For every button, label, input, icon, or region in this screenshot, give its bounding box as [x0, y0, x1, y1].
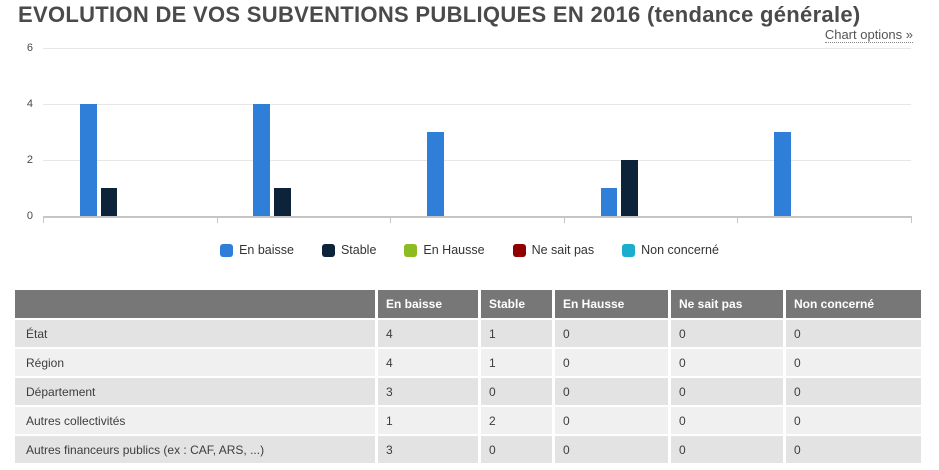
gridline: [43, 160, 911, 161]
cell-value: 0: [783, 405, 921, 434]
cell-value: 2: [478, 405, 552, 434]
bar[interactable]: [774, 132, 791, 216]
legend-item[interactable]: Ne sait pas: [512, 243, 595, 257]
cell-value: 1: [375, 405, 478, 434]
row-label: Autres collectivités: [15, 405, 375, 434]
table-row: Autres financeurs publics (ex : CAF, ARS…: [15, 434, 921, 463]
x-axis-tick: [737, 216, 739, 223]
cell-value: 4: [375, 318, 478, 347]
row-label: Département: [15, 376, 375, 405]
legend-label: Non concerné: [641, 243, 719, 257]
legend-item[interactable]: Stable: [321, 243, 377, 257]
gridline: [43, 48, 911, 49]
chart-legend: En baisse Stable En Hausse Ne sait pas Non c…: [0, 243, 939, 257]
cell-value: 3: [375, 376, 478, 405]
legend-label: En baisse: [239, 243, 294, 257]
legend-label: Ne sait pas: [531, 243, 595, 257]
column-header: Non concerné: [783, 290, 921, 318]
legend-marker-icon: [404, 243, 418, 257]
x-axis-line: [43, 216, 911, 218]
chart-options-link[interactable]: Chart options »: [824, 27, 913, 43]
cell-value: 1: [478, 318, 552, 347]
row-label: Autres financeurs publics (ex : CAF, ARS…: [15, 434, 375, 463]
cell-value: 0: [668, 347, 783, 376]
gridline: [43, 104, 911, 105]
legend-label: Stable: [340, 243, 377, 257]
legend-label: En Hausse: [423, 243, 485, 257]
row-label: Région: [15, 347, 375, 376]
cell-value: 0: [783, 434, 921, 463]
legend-marker-icon: [321, 243, 335, 257]
column-header: En Hausse: [552, 290, 668, 318]
bar[interactable]: [621, 160, 639, 216]
cell-value: 1: [478, 347, 552, 376]
grouped-bar-chart: 0 2 4 6: [0, 40, 939, 232]
x-axis-tick: [390, 216, 392, 223]
bar[interactable]: [426, 132, 444, 216]
cell-value: 0: [552, 405, 668, 434]
column-header: Ne sait pas: [668, 290, 783, 318]
cell-value: 0: [668, 434, 783, 463]
cell-value: 3: [375, 434, 478, 463]
table-row: Autres collectivités 1 2 0 0 0: [15, 405, 921, 434]
x-axis-tick: [43, 216, 44, 223]
cell-value: 0: [783, 347, 921, 376]
column-header: En baisse: [375, 290, 478, 318]
y-axis-tick-label: 0: [26, 210, 33, 222]
bar[interactable]: [274, 188, 291, 216]
cell-value: 0: [552, 318, 668, 347]
cell-value: 0: [552, 376, 668, 405]
cell-value: 0: [478, 376, 552, 405]
x-axis-tick: [911, 216, 912, 223]
legend-marker-icon: [622, 243, 636, 257]
chart-title: EVOLUTION DE VOS SUBVENTIONS PUBLIQUES E…: [18, 2, 861, 27]
x-axis-tick: [563, 216, 565, 223]
results-table: En baisse Stable En Hausse Ne sait pas Non c…: [15, 290, 921, 463]
cell-value: 4: [375, 347, 478, 376]
cell-value: 0: [668, 376, 783, 405]
legend-marker-icon: [220, 243, 234, 257]
legend-item[interactable]: En Hausse: [404, 243, 485, 257]
y-axis-tick-label: 2: [26, 154, 33, 166]
legend-marker-icon: [512, 243, 526, 257]
row-label: État: [15, 318, 375, 347]
cell-value: 0: [668, 318, 783, 347]
table-row: Région 4 1 0 0 0: [15, 347, 921, 376]
bar[interactable]: [600, 188, 618, 216]
cell-value: 0: [783, 318, 921, 347]
legend-item[interactable]: Non concerné: [622, 243, 719, 257]
column-header: [15, 290, 375, 318]
column-header: Stable: [478, 290, 552, 318]
table-row: Département 3 0 0 0 0: [15, 376, 921, 405]
cell-value: 0: [552, 347, 668, 376]
y-axis-tick-label: 4: [26, 98, 33, 110]
cell-value: 0: [552, 434, 668, 463]
cell-value: 0: [783, 376, 921, 405]
bar[interactable]: [253, 104, 271, 216]
cell-value: 0: [668, 405, 783, 434]
bar[interactable]: [100, 188, 118, 216]
cell-value: 0: [478, 434, 552, 463]
legend-item[interactable]: En baisse: [220, 243, 294, 257]
table-row: État 4 1 0 0 0: [15, 318, 921, 347]
table-header-row: En baisse Stable En Hausse Ne sait pas Non c…: [15, 290, 921, 318]
bar[interactable]: [79, 104, 97, 216]
x-axis-tick: [216, 216, 218, 223]
y-axis-tick-label: 6: [26, 42, 33, 54]
